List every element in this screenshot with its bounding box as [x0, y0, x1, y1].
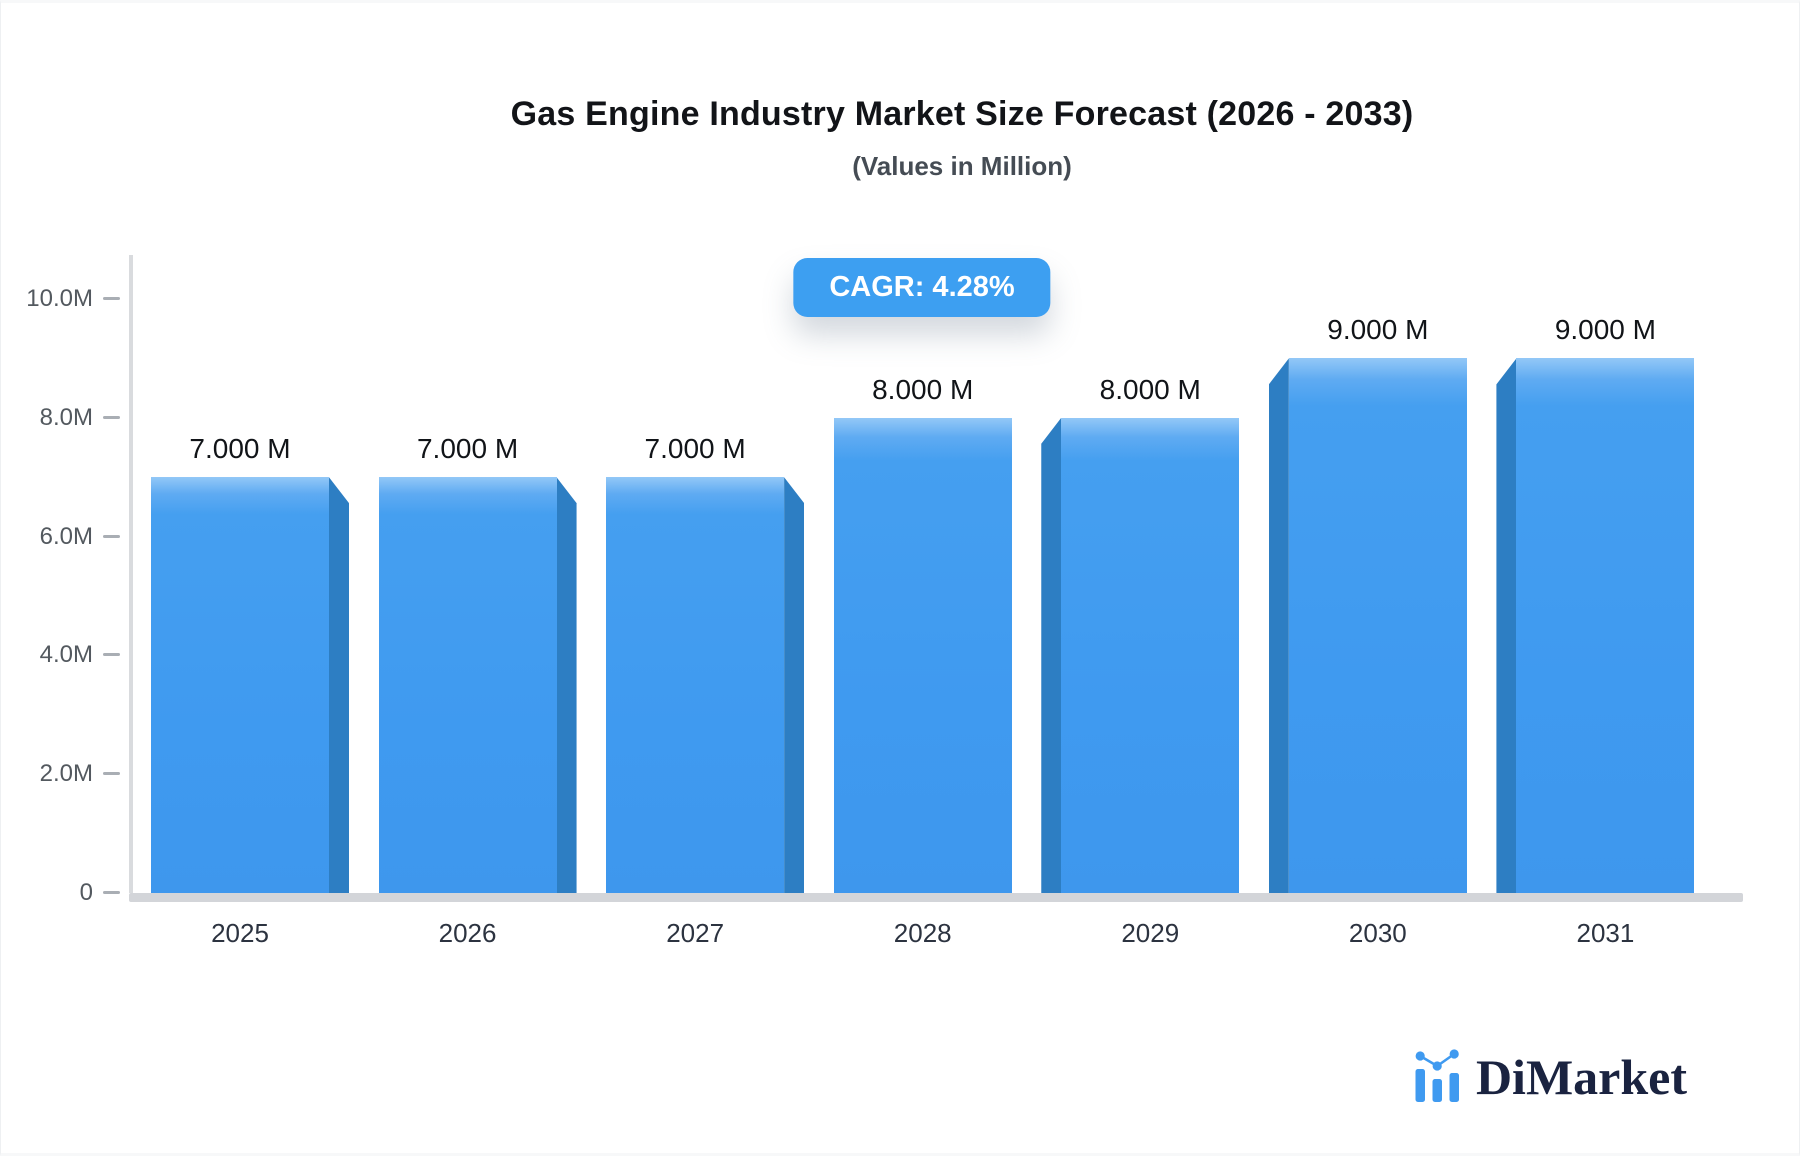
y-tick-label: 0: [79, 879, 93, 906]
y-tick-mark: [103, 772, 120, 776]
bar-value-label: 7.000 M: [644, 433, 746, 465]
bar: [1288, 358, 1467, 893]
y-tick-label: 2.0M: [39, 760, 93, 788]
bar-3d-side: [784, 477, 805, 893]
y-tick-mark: [103, 891, 120, 894]
bar: [833, 417, 1012, 893]
x-tick-label: 2027: [666, 918, 725, 948]
x-tick-label: 2029: [1121, 918, 1180, 948]
x-tick-label: 2030: [1348, 918, 1407, 948]
bar-3d-side: [556, 477, 577, 893]
bar: [1061, 417, 1240, 893]
brand-logo: DiMarket: [1414, 1048, 1687, 1103]
chart-subtitle: (Values in Million): [852, 151, 1072, 181]
y-tick-label: 4.0M: [39, 641, 93, 669]
plot-area: 0 2.0M 4.0M 6.0M 8.0M 10.0M 7.000 M 2025 7.000 M…: [1, 3, 1799, 1153]
y-tick-label: 6.0M: [39, 522, 93, 550]
x-tick-label: 2028: [893, 918, 952, 948]
x-tick-label: 2025: [211, 918, 269, 948]
brand-name: DiMarket: [1475, 1049, 1687, 1105]
y-tick-label: 8.0M: [39, 403, 93, 431]
bar-value-label: 8.000 M: [872, 373, 974, 405]
bar-3d-side: [1496, 358, 1517, 893]
bar-3d-side: [329, 477, 349, 893]
bar-3d-side: [1041, 417, 1062, 893]
y-axis-line: [129, 255, 133, 893]
y-tick-mark: [103, 534, 120, 538]
dimarket-bars-line-icon: [1415, 1049, 1459, 1102]
y-tick-mark: [103, 653, 120, 657]
x-tick-label: 2031: [1576, 918, 1635, 948]
chart-title: Gas Engine Industry Market Size Forecast…: [510, 95, 1414, 133]
bar: [378, 477, 557, 893]
x-axis-baseline: [129, 893, 1743, 902]
bar: [1516, 358, 1695, 893]
bar: [151, 477, 329, 893]
cagr-badge: CAGR: 4.28%: [793, 258, 1051, 317]
x-tick-label: 2026: [438, 918, 497, 948]
y-tick-mark: [103, 415, 120, 419]
bar-value-label: 7.000 M: [416, 433, 519, 465]
bar: [606, 477, 785, 893]
bar-value-label: 9.000 M: [1554, 314, 1656, 346]
y-tick-label: 10.0M: [26, 285, 93, 312]
bar-value-label: 9.000 M: [1327, 314, 1429, 346]
bar-value-label: 7.000 M: [189, 433, 291, 465]
y-tick-mark: [103, 297, 120, 300]
bar-value-label: 8.000 M: [1099, 373, 1201, 405]
bar-3d-side: [1268, 358, 1289, 893]
